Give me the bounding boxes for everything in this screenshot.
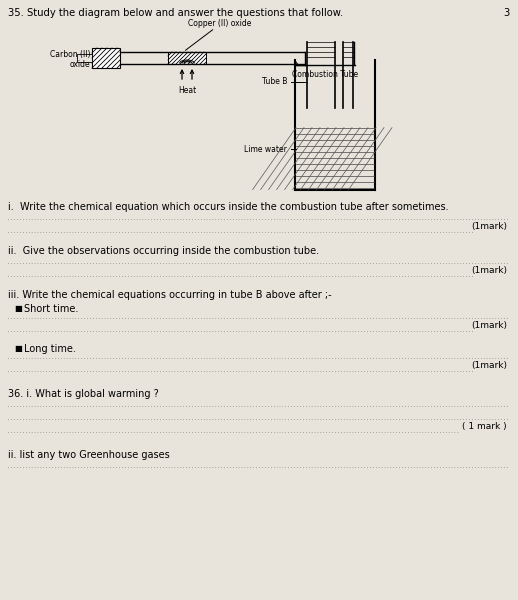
Text: Copper (ll) oxide: Copper (ll) oxide	[189, 19, 252, 28]
Bar	[92, 48, 120, 68]
Text: (1mark): (1mark)	[471, 266, 507, 275]
Text: Heat: Heat	[178, 86, 196, 95]
Text: ■: ■	[14, 344, 22, 353]
Text: Tube B: Tube B	[262, 77, 287, 86]
Bar	[168, 52, 206, 64]
Text: (1mark): (1mark)	[471, 222, 507, 231]
Bar	[77, 54, 92, 62]
Text: i.  Write the chemical equation which occurs inside the combustion tube after so: i. Write the chemical equation which occ…	[8, 202, 449, 212]
Text: ■: ■	[14, 304, 22, 313]
Text: Long time.: Long time.	[24, 344, 76, 354]
Text: Carbon (ll)
oxide: Carbon (ll) oxide	[50, 50, 90, 70]
Text: Combustion Tube: Combustion Tube	[292, 70, 358, 79]
Text: 35. Study the diagram below and answer the questions that follow.: 35. Study the diagram below and answer t…	[8, 8, 343, 18]
Text: ii.  Give the observations occurring inside the combustion tube.: ii. Give the observations occurring insi…	[8, 246, 319, 256]
Text: iii. Write the chemical equations occurring in tube B above after ;-: iii. Write the chemical equations occurr…	[8, 290, 332, 300]
Text: ( 1 mark ): ( 1 mark )	[463, 422, 507, 431]
Text: Lime water: Lime water	[244, 145, 287, 154]
Text: 36. i. What is global warming ?: 36. i. What is global warming ?	[8, 389, 159, 399]
Text: ii. list any two Greenhouse gases: ii. list any two Greenhouse gases	[8, 450, 170, 460]
Text: (1mark): (1mark)	[471, 361, 507, 370]
Text: Short time.: Short time.	[24, 304, 78, 314]
Text: 3: 3	[503, 8, 510, 18]
Text: (1mark): (1mark)	[471, 321, 507, 330]
